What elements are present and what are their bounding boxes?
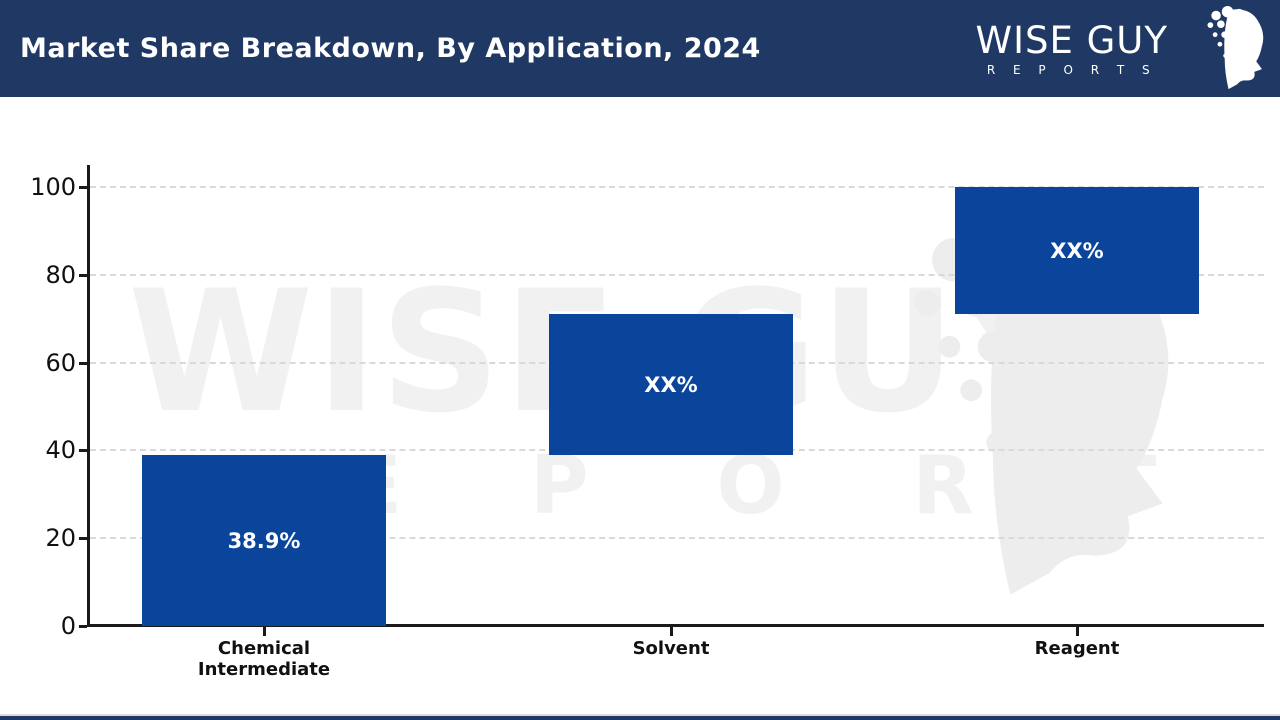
y-tick-label: 20 (45, 524, 76, 553)
gridline (90, 273, 1264, 276)
bottom-hairline (0, 714, 1280, 716)
x-tick-mark (263, 627, 266, 636)
y-tick-mark (79, 361, 87, 365)
x-axis-line (87, 624, 1264, 627)
gridline (90, 186, 1264, 188)
x-tick-mark (1076, 627, 1079, 636)
footer-bar (0, 716, 1280, 720)
y-tick-mark (79, 449, 87, 453)
logo-face-icon (1207, 5, 1264, 89)
bar-value-label: XX% (644, 372, 698, 397)
chart-title: Market Share Breakdown, By Application, … (20, 33, 761, 64)
x-category-label: Chemical Intermediate (197, 638, 331, 680)
y-tick-mark (79, 537, 87, 541)
y-tick-label: 60 (45, 348, 76, 377)
logo-text: WISE GUY R E P O R T S (976, 22, 1168, 76)
bar-segment: XX% (549, 314, 793, 456)
y-tick-mark (79, 273, 87, 277)
bar-value-label: 38.9% (227, 528, 301, 553)
x-tick-mark (670, 627, 673, 636)
x-category-label: Reagent (1034, 638, 1120, 659)
x-category-label: Solvent (632, 638, 710, 659)
y-axis-line (87, 165, 90, 627)
wise-guy-logo: WISE GUY R E P O R T S (976, 5, 1266, 92)
bar-segment: 38.9% (142, 455, 386, 626)
bar-value-label: XX% (1050, 238, 1104, 263)
y-tick-label: 40 (45, 436, 76, 465)
bar-segment: XX% (955, 187, 1199, 315)
y-tick-label: 100 (30, 173, 76, 201)
logo-subtext: R E P O R T S (986, 62, 1157, 77)
logo-wordmark: WISE GUY (975, 18, 1168, 62)
header: Market Share Breakdown, By Application, … (0, 0, 1280, 97)
y-tick-label: 0 (60, 612, 76, 640)
gridline (90, 537, 1264, 540)
y-tick-mark (79, 186, 87, 189)
y-tick-mark (79, 625, 87, 628)
y-tick-label: 80 (45, 260, 76, 289)
